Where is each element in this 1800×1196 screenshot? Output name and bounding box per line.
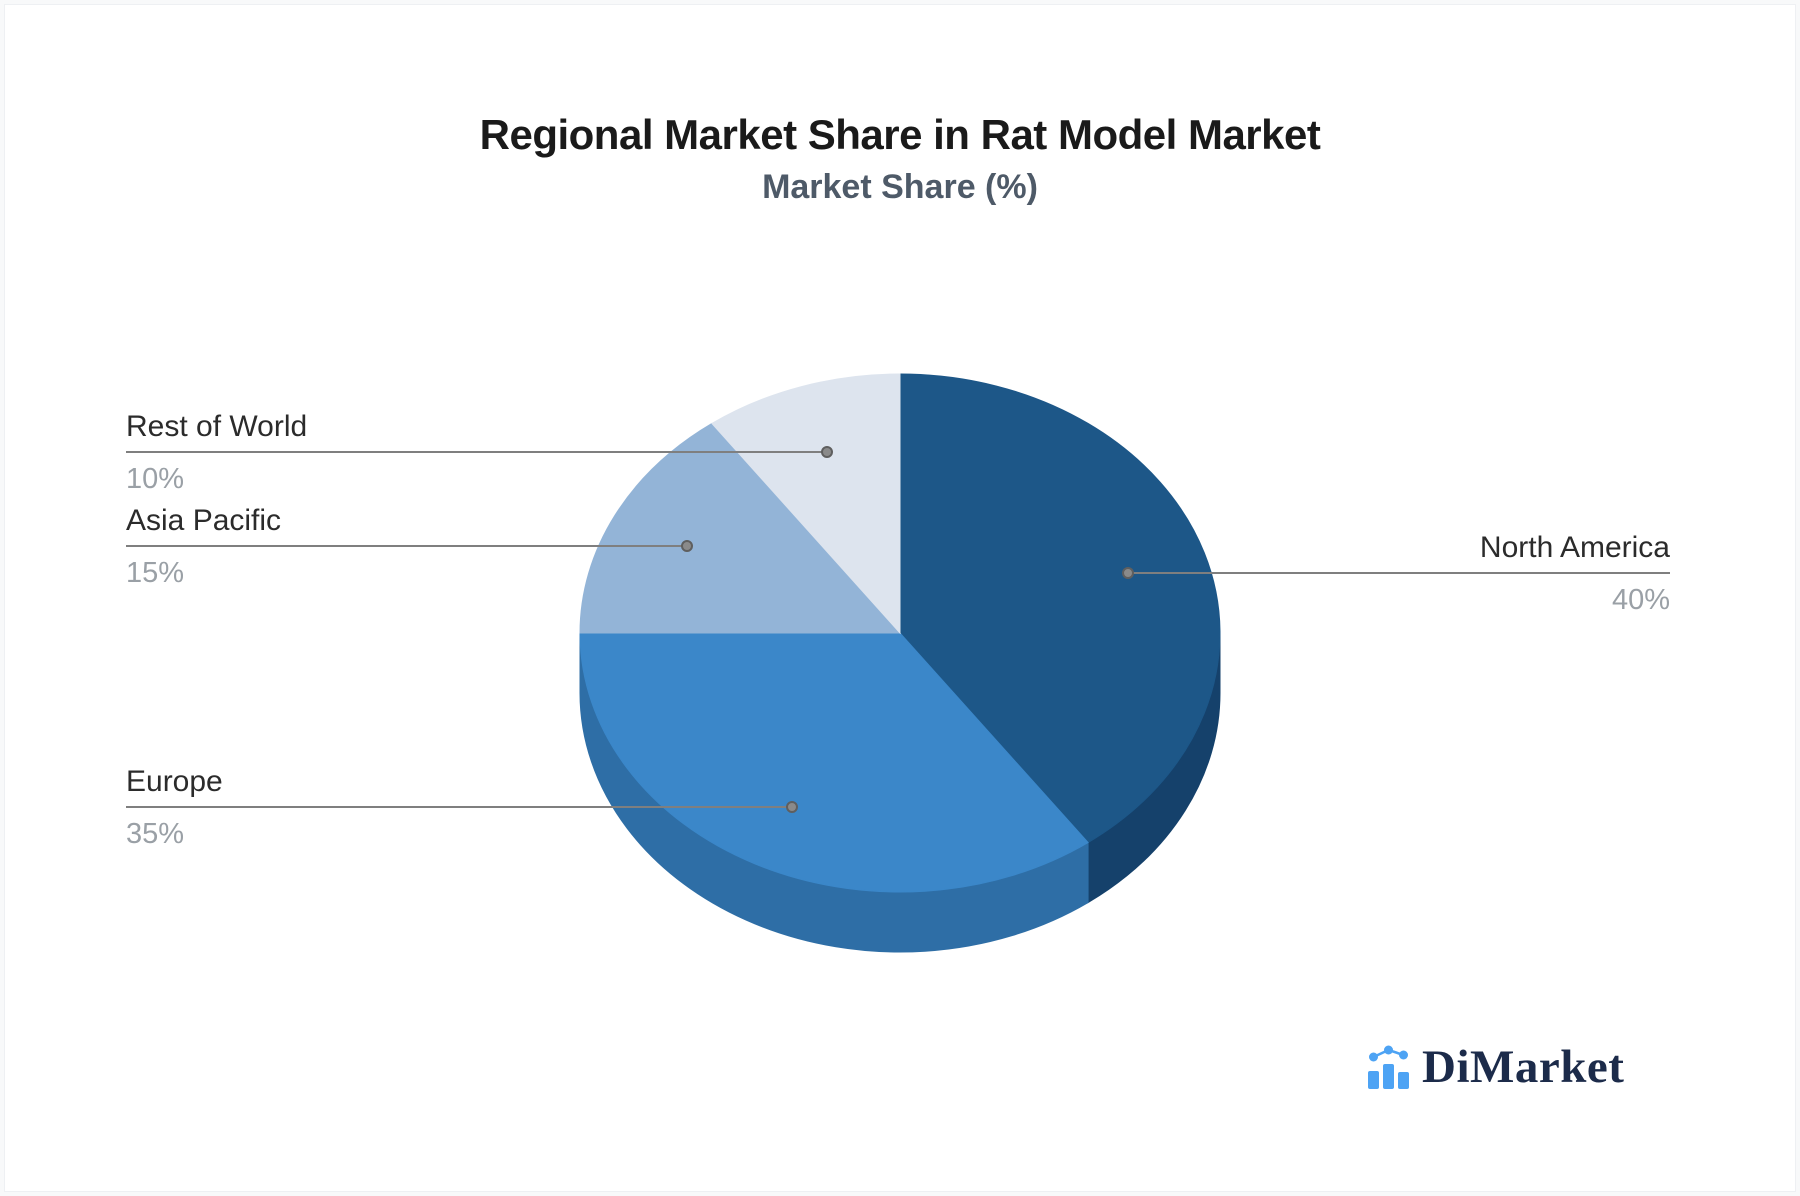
callout-percent-north-america: 40% xyxy=(1611,584,1670,616)
chart-subtitle: Market Share (%) xyxy=(762,168,1038,206)
callout-dot-north-america xyxy=(1122,567,1134,579)
pie-slice-rest-of-world[interactable] xyxy=(711,373,901,635)
callout-label-north-america: North America xyxy=(1479,531,1670,564)
callout-percent-europe: 35% xyxy=(126,818,185,850)
callout-percent-asia-pacific: 15% xyxy=(126,557,185,589)
callout-dot-asia-pacific xyxy=(681,540,693,552)
bar-and-line-mini-chart-icon xyxy=(1368,1045,1409,1089)
callout-dot-europe xyxy=(786,801,798,813)
callout-percent-rest-of-world: 10% xyxy=(126,463,185,495)
pie-slice-europe[interactable] xyxy=(579,632,1089,893)
pie-slice-asia-pacific[interactable] xyxy=(579,422,902,634)
brand-logo-text: DiMarket xyxy=(1422,1041,1625,1093)
callout-dot-rest-of-world xyxy=(821,446,833,458)
chart-title: Regional Market Share in Rat Model Marke… xyxy=(479,111,1321,158)
callout-label-europe: Europe xyxy=(126,765,223,798)
pie-slice-north-america[interactable] xyxy=(899,373,1221,844)
brand-logo: DiMarket xyxy=(1366,1044,1624,1091)
callout-label-rest-of-world: Rest of World xyxy=(126,410,308,443)
callout-label-asia-pacific: Asia Pacific xyxy=(126,504,282,537)
